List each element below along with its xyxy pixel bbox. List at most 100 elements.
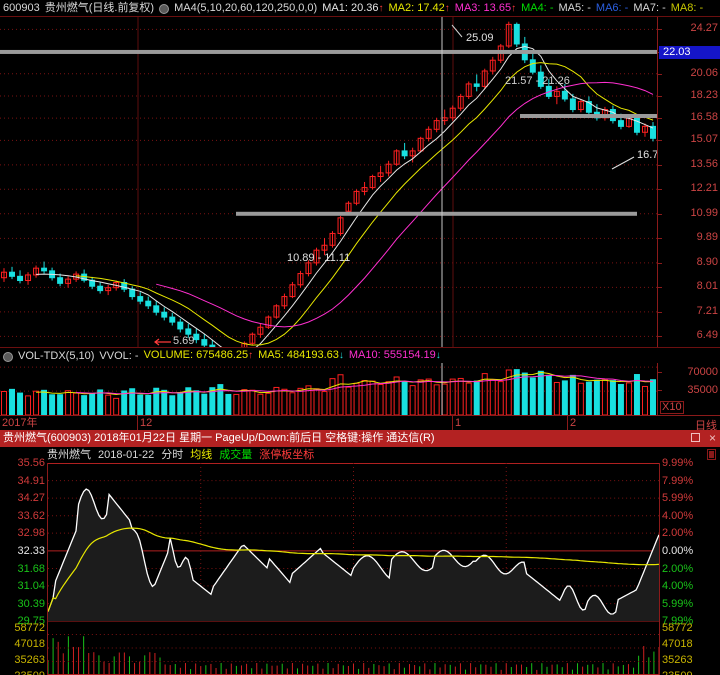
intraday-price-label: 30.39: [17, 597, 45, 610]
intraday-volume-label: 47018: [14, 638, 45, 650]
intraday-volume-label: 23509: [14, 671, 45, 675]
close-icon[interactable]: ×: [708, 431, 716, 445]
intraday-percent-label: 9.99%: [662, 457, 694, 469]
ma4-label: MA4:: [521, 1, 547, 14]
ma6-value: -: [624, 1, 629, 14]
price-axis-label: 12.21: [690, 182, 718, 195]
intraday-price-label: 34.27: [17, 492, 45, 505]
ma8-readout: MA8: -: [670, 0, 704, 16]
price-axis-label: 7.21: [696, 304, 718, 317]
intraday-percent-label: 2.00%: [662, 562, 694, 575]
volume-axis-label: 35000: [687, 384, 718, 396]
ma4-value: -: [549, 1, 554, 14]
ma1-value: 20.36: [350, 1, 379, 14]
volume-ma5-value: 484193.63: [286, 349, 339, 361]
intraday-percent-label: 4.00%: [662, 579, 694, 592]
intraday-percent-label: 7.99%: [662, 615, 694, 627]
intraday-price-label: 31.04: [17, 579, 45, 592]
intraday-percent-label: 2.00%: [662, 527, 694, 540]
volume-ma5-arrow-icon: [339, 349, 344, 361]
ma2-readout: MA2: 17.42: [388, 0, 450, 16]
price-axis-label: 15.07: [690, 133, 718, 146]
kline-chart-panel[interactable]: 25.09 21.57 - 21.26 16.73 10.89 - 11.11 5.69…: [0, 17, 720, 347]
intraday-volume-label: 58772: [14, 622, 45, 634]
intraday-volume-label: 35263: [14, 654, 45, 666]
axis-tick: [658, 29, 662, 31]
ma7-value: -: [662, 1, 666, 14]
volume-ma10-arrow-icon: [436, 349, 441, 361]
price-axis-label: 18.23: [690, 89, 718, 101]
intraday-price-label: 32.98: [17, 527, 45, 540]
intraday-ma-toggle[interactable]: 均线: [190, 449, 213, 461]
ma2-value: 17.42: [417, 1, 445, 14]
volume-chart-panel[interactable]: X10 70000 35000: [0, 363, 720, 415]
circle-indicator-icon[interactable]: [159, 4, 170, 14]
volume-header-bar: VOL-TDX(5,10) VVOL: - VOLUME: 675486.25 …: [0, 347, 720, 363]
intraday-mode-label: 分时: [161, 449, 184, 461]
intraday-limit-coord-toggle[interactable]: 涨停板坐标: [259, 449, 315, 461]
ma-definition-label[interactable]: MA4(5,10,20,60,120,250,0,0): [174, 1, 318, 14]
intraday-percent-label: 5.99%: [662, 597, 694, 610]
intraday-chart-panel[interactable]: 贵州燃气 2018-01-22 分时 均线 成交量 涨停板坐标 35.56 34.…: [0, 447, 720, 675]
axis-tick: [658, 372, 662, 373]
ma3-readout: MA3: 13.65: [454, 0, 516, 16]
intraday-volume-label: 58772: [662, 622, 693, 634]
date-axis-separator: [137, 416, 138, 431]
intraday-volume-label: 47018: [662, 638, 693, 650]
price-axis-label: 8.90: [696, 255, 718, 268]
axis-tick: [658, 238, 662, 240]
vvol-readout: VVOL: -: [99, 348, 138, 363]
axis-tick: [658, 336, 662, 338]
date-axis-label: 12: [140, 417, 153, 429]
price-axis-label: 10.99: [690, 206, 718, 219]
date-axis-separator: [567, 416, 568, 431]
price-axis-label: 6.49: [696, 329, 718, 342]
maximize-icon[interactable]: [690, 430, 700, 447]
ma3-label: MA3:: [454, 1, 481, 14]
intraday-left-axis: 35.56 34.91 34.27 33.62 32.98 32.33 31.68 31.04…: [0, 458, 47, 675]
circle-indicator-icon[interactable]: [3, 351, 13, 362]
ma2-label: MA2:: [388, 1, 415, 14]
axis-tick: [658, 262, 662, 264]
price-axis-label-highlighted: 22.03: [659, 45, 720, 59]
ma8-value: -: [699, 1, 704, 14]
annotation-gap-lower: 10.89 - 11.11: [287, 252, 350, 264]
intraday-price-plot[interactable]: [47, 463, 660, 675]
price-axis-label: 16.58: [690, 111, 718, 124]
ma3-value: 13.65: [483, 1, 512, 14]
volume-value-axis: X10 70000 35000: [657, 363, 720, 415]
price-axis-label: 13.56: [690, 157, 718, 170]
volume-ma5-readout: MA5: 484193.63: [258, 348, 344, 363]
volume-arrow-icon: [248, 349, 253, 361]
price-axis-label: 20.06: [690, 66, 718, 79]
axis-tick: [658, 390, 662, 391]
volume-ma5-label: MA5:: [258, 349, 284, 361]
kline-candles-plot[interactable]: 25.09 21.57 - 21.26 16.73 10.89 - 11.11 5.69: [0, 17, 657, 347]
ma7-readout: MA7: -: [633, 0, 666, 16]
volume-ma10-value: 555154.19: [383, 349, 436, 361]
intraday-price-label: 29.75: [17, 615, 45, 627]
vvol-label: VVOL:: [99, 349, 132, 362]
axis-tick: [658, 118, 662, 120]
intraday-percent-label: 4.00%: [662, 509, 694, 522]
intraday-price-label: 33.62: [17, 509, 45, 522]
annotation-base-low: 5.69: [173, 335, 194, 347]
axis-tick: [658, 140, 662, 142]
volume-bars-plot[interactable]: [0, 363, 657, 415]
ma4-readout: MA4: -: [521, 0, 554, 16]
volume-value: 675486.25: [196, 349, 249, 361]
intraday-date: 2018-01-22: [98, 449, 155, 461]
ma2-arrow-icon: [445, 2, 450, 14]
date-axis-label: 2: [570, 417, 577, 429]
volume-multiplier-label: X10: [660, 401, 684, 414]
kline-price-axis: 24.27 22.03 20.06 18.23 16.58 15.07 13.56 12.21…: [657, 17, 720, 347]
intraday-volume-label: 35263: [662, 654, 693, 666]
panel-toggle-icon[interactable]: [707, 449, 716, 460]
date-axis-label: 2017年: [2, 417, 38, 429]
intraday-volume-toggle[interactable]: 成交量: [219, 449, 253, 461]
ma8-label: MA8:: [670, 1, 697, 14]
volume-indicator-name[interactable]: VOL-TDX(5,10): [18, 349, 95, 362]
ma6-readout: MA6: -: [596, 0, 629, 16]
ma1-arrow-icon: [379, 2, 384, 14]
